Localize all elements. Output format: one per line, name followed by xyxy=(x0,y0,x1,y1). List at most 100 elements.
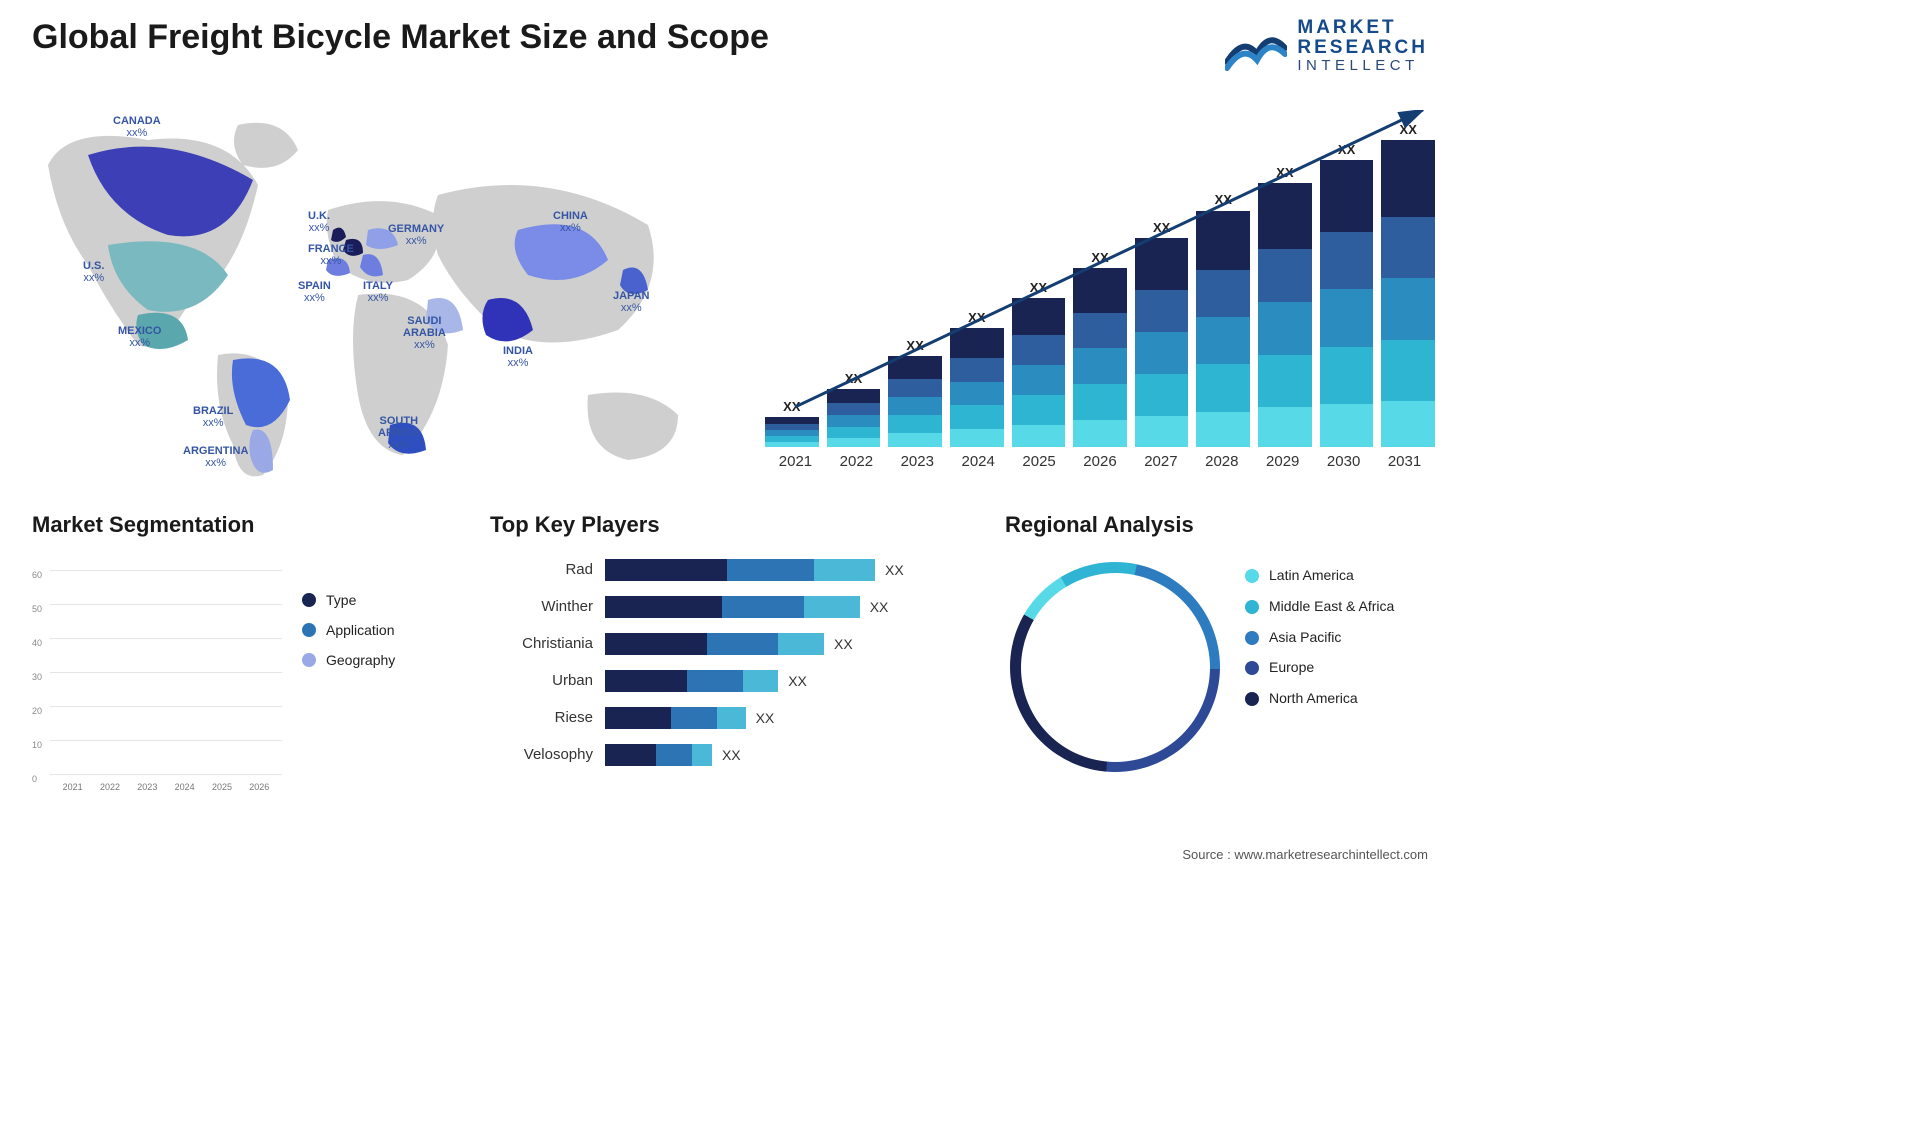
regional-legend-item: North America xyxy=(1245,690,1394,707)
regional-legend-item: Asia Pacific xyxy=(1245,629,1394,646)
growth-year-label: 2022 xyxy=(826,447,887,475)
regional-legend-label: Asia Pacific xyxy=(1269,629,1341,646)
seg-ytick: 40 xyxy=(32,638,42,648)
player-row: UrbanXX xyxy=(490,667,980,694)
growth-bar-segment xyxy=(827,403,881,415)
growth-bar-segment xyxy=(1196,364,1250,411)
growth-bar-segment xyxy=(1073,348,1127,384)
growth-bar-segment xyxy=(950,382,1004,406)
seg-ytick: 50 xyxy=(32,604,42,614)
player-bar-segment xyxy=(687,670,743,692)
growth-year-label: 2028 xyxy=(1191,447,1252,475)
regional-legend-label: Middle East & Africa xyxy=(1269,598,1394,615)
growth-bar-segment xyxy=(1320,347,1374,404)
seg-year-label: 2022 xyxy=(91,782,128,792)
growth-year-label: 2023 xyxy=(887,447,948,475)
player-bar-segment xyxy=(778,633,824,655)
growth-bar xyxy=(1073,268,1127,447)
player-name: Christiania xyxy=(490,635,605,652)
regional-legend-label: Latin America xyxy=(1269,567,1354,584)
growth-bar-segment xyxy=(1135,238,1189,290)
regional-legend-item: Latin America xyxy=(1245,567,1394,584)
seg-year-label: 2025 xyxy=(203,782,240,792)
player-bar-wrap: XX xyxy=(605,707,980,729)
map-country-label: JAPANxx% xyxy=(613,290,649,314)
regional-legend-item: Middle East & Africa xyxy=(1245,598,1394,615)
map-country-label: BRAZILxx% xyxy=(193,405,233,429)
growth-bar xyxy=(1196,210,1250,447)
map-country-label: SPAINxx% xyxy=(298,280,331,304)
seg-ytick: 20 xyxy=(32,706,42,716)
growth-bar-segment xyxy=(1381,278,1435,339)
growth-bar-col: XX xyxy=(1196,192,1250,447)
seg-year-label: 2021 xyxy=(54,782,91,792)
regional-title: Regional Analysis xyxy=(1005,512,1435,538)
legend-dot-icon xyxy=(1245,631,1259,645)
player-row: RieseXX xyxy=(490,704,980,731)
growth-bar-segment xyxy=(1320,289,1374,346)
donut-chart xyxy=(1010,562,1220,772)
growth-bar-segment xyxy=(1135,290,1189,332)
player-bar-segment xyxy=(707,633,778,655)
player-row: Christiania XX xyxy=(490,630,980,657)
map-country-label: SOUTHAFRICAxx% xyxy=(378,415,420,451)
growth-bar-segment xyxy=(1196,270,1250,317)
segmentation-title: Market Segmentation xyxy=(32,512,462,538)
player-bar-segment xyxy=(605,559,727,581)
seg-legend-label: Type xyxy=(326,592,356,608)
map-country-label: FRANCExx% xyxy=(308,243,354,267)
source-label: Source : www.marketresearchintellect.com xyxy=(1182,847,1428,862)
growth-bar-col: XX xyxy=(765,399,819,447)
player-bar xyxy=(605,670,778,692)
growth-bar-segment xyxy=(888,356,942,379)
growth-bar-col: XX xyxy=(1012,280,1066,447)
growth-bar-segment xyxy=(1381,401,1435,447)
player-bar-segment xyxy=(605,633,707,655)
player-bar-segment xyxy=(804,596,860,618)
seg-legend-label: Geography xyxy=(326,652,395,668)
map-country-label: MEXICOxx% xyxy=(118,325,161,349)
map-country-label: CANADAxx% xyxy=(113,115,161,139)
growth-bar-value-label: XX xyxy=(1091,250,1108,265)
growth-bar xyxy=(1012,298,1066,447)
growth-bar-segment xyxy=(1381,340,1435,401)
growth-bar-segment xyxy=(827,438,881,447)
growth-bar-value-label: XX xyxy=(1276,165,1293,180)
growth-year-label: 2029 xyxy=(1252,447,1313,475)
player-bar xyxy=(605,559,875,581)
growth-bar-segment xyxy=(765,417,819,425)
player-bar-segment xyxy=(605,707,671,729)
growth-bar-segment xyxy=(1258,302,1312,355)
growth-bar-col: XX xyxy=(888,338,942,447)
player-bar-segment xyxy=(814,559,875,581)
player-bar-segment xyxy=(656,744,692,766)
brand-logo: MARKET RESEARCH INTELLECT xyxy=(1225,18,1428,74)
seg-gridline xyxy=(50,774,282,775)
donut-hole xyxy=(1021,573,1210,762)
player-value-label: XX xyxy=(834,636,853,652)
growth-bar xyxy=(888,356,942,447)
growth-bar-col: XX xyxy=(1320,142,1374,447)
growth-bar-segment xyxy=(827,427,881,439)
player-bar-segment xyxy=(717,707,746,729)
growth-bar-col: XX xyxy=(827,371,881,447)
player-row: WintherXX xyxy=(490,593,980,620)
seg-ytick: 30 xyxy=(32,672,42,682)
growth-bar-segment xyxy=(1196,317,1250,364)
player-bar-wrap: XX xyxy=(605,633,980,655)
player-bar-wrap: XX xyxy=(605,670,980,692)
growth-bar-col: XX xyxy=(950,310,1004,447)
map-country-label: ITALYxx% xyxy=(363,280,393,304)
growth-bar-value-label: XX xyxy=(1215,192,1232,207)
player-bar-segment xyxy=(727,559,814,581)
growth-bar-segment xyxy=(1196,211,1250,270)
growth-bar-segment xyxy=(1135,374,1189,416)
growth-bar-col: XX xyxy=(1135,220,1189,447)
map-country-label: ARGENTINAxx% xyxy=(183,445,248,469)
growth-bar-segment xyxy=(1012,365,1066,395)
player-bar-segment xyxy=(605,670,687,692)
player-bar xyxy=(605,596,860,618)
regional-panel: Regional Analysis Latin America Middle Ea… xyxy=(1005,512,1435,792)
map-country-label: SAUDIARABIAxx% xyxy=(403,315,446,351)
player-bar-wrap: XX xyxy=(605,559,980,581)
